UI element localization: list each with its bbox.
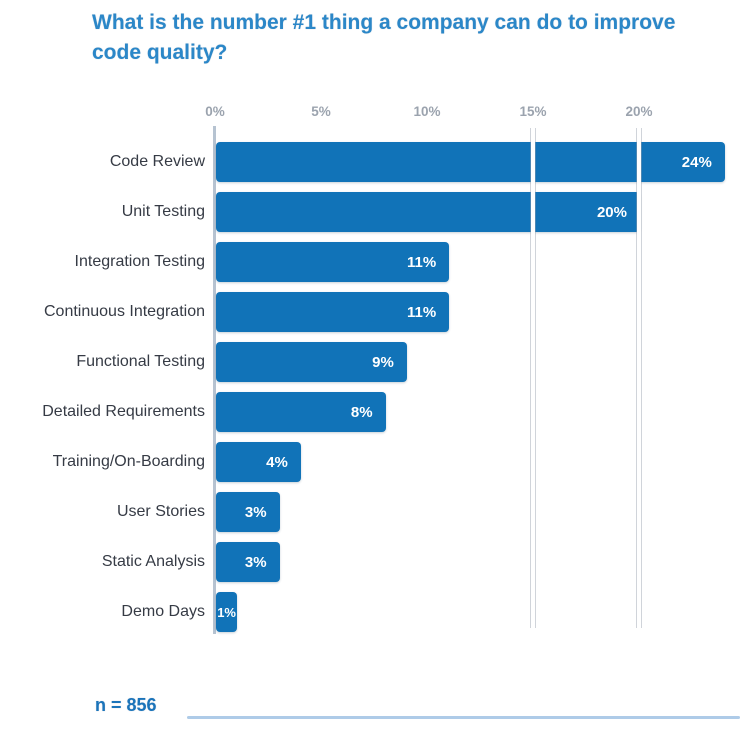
category-label: Continuous Integration: [44, 303, 205, 320]
bar-row: Demo Days 1%: [0, 592, 746, 632]
gridline: [637, 128, 641, 628]
gridline: [531, 128, 535, 628]
x-tick-label: 0%: [205, 104, 225, 119]
y-axis-line: [213, 126, 216, 634]
bar: 11%: [216, 242, 450, 282]
chart-title: What is the number #1 thing a company ca…: [92, 11, 676, 65]
x-tick-label: 5%: [311, 104, 331, 119]
value-label: 4%: [266, 453, 288, 471]
bar: 8%: [216, 392, 386, 432]
x-tick-label: 20%: [625, 104, 653, 119]
bar: 24%: [216, 142, 725, 182]
category-label: User Stories: [116, 503, 205, 520]
category-label: Code Review: [109, 153, 205, 170]
category-label: Functional Testing: [76, 353, 205, 370]
bar-row: User Stories 3%: [0, 492, 746, 532]
bar: 11%: [216, 292, 450, 332]
bar: 3%: [216, 542, 280, 582]
bar-row: Static Analysis 3%: [0, 542, 746, 582]
x-tick-label: 15%: [519, 104, 547, 119]
category-label: Unit Testing: [121, 203, 205, 220]
value-label: 9%: [372, 353, 394, 371]
sample-size-label: n = 856: [95, 695, 157, 715]
bar-row: Unit Testing 20%: [0, 192, 746, 232]
bar: 3%: [216, 492, 280, 532]
category-label: Detailed Requirements: [42, 403, 205, 420]
bar-row: Code Review 24%: [0, 142, 746, 182]
bar: 1%: [216, 592, 238, 632]
bar-row: Functional Testing 9%: [0, 342, 746, 382]
bar: 4%: [216, 442, 301, 482]
value-label: 1%: [217, 604, 236, 620]
bar-row: Integration Testing 11%: [0, 242, 746, 282]
category-label: Training/On-Boarding: [52, 453, 205, 470]
value-label: 11%: [406, 253, 437, 271]
bar: 20%: [216, 192, 640, 232]
category-label: Integration Testing: [74, 253, 205, 270]
bar-row: Training/On-Boarding 4%: [0, 442, 746, 482]
bar-row: Detailed Requirements 8%: [0, 392, 746, 432]
value-label: 20%: [596, 203, 627, 221]
value-label: 24%: [681, 153, 712, 171]
footer-rule: [187, 716, 740, 719]
bar-row: Continuous Integration 11%: [0, 292, 746, 332]
value-label: 8%: [350, 403, 373, 421]
value-label: 3%: [244, 503, 267, 521]
category-label: Static Analysis: [101, 553, 205, 570]
bar: 9%: [216, 342, 407, 382]
value-label: 3%: [244, 553, 267, 571]
category-label: Demo Days: [121, 603, 205, 620]
value-label: 11%: [406, 303, 437, 321]
x-tick-label: 10%: [413, 104, 441, 119]
